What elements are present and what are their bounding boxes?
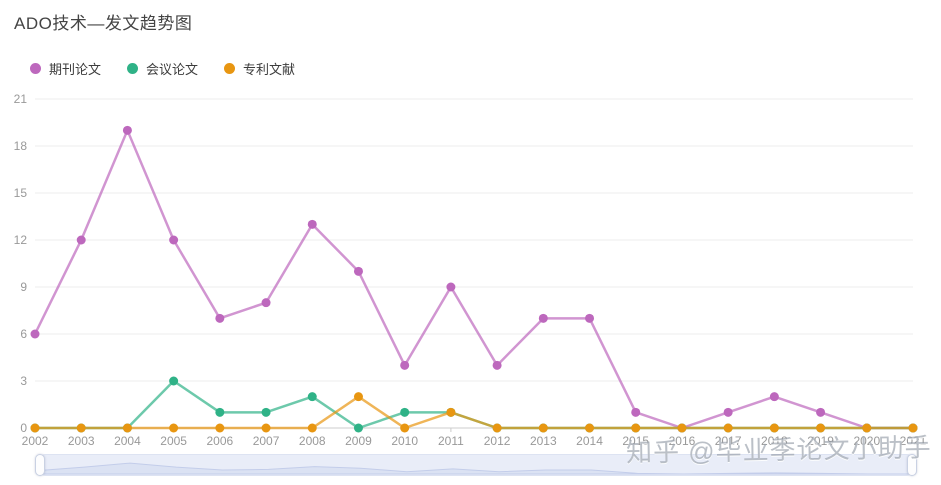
legend-item-conference[interactable]: 会议论文	[127, 59, 198, 78]
x-axis-tick-label: 2002	[22, 434, 49, 448]
y-axis-tick-label: 18	[14, 139, 28, 153]
legend-item-label: 期刊论文	[49, 62, 102, 77]
patent-series-marker-icon	[224, 63, 236, 74]
x-axis-tick-label: 2005	[160, 434, 187, 448]
data-point-2-2011[interactable]	[446, 407, 456, 417]
data-point-0-2017[interactable]	[723, 407, 733, 417]
x-axis-tick-label: 2016	[669, 434, 696, 448]
data-point-2-2010[interactable]	[400, 423, 410, 433]
datazoom-data-shadow	[37, 462, 914, 475]
data-point-2-2015[interactable]	[631, 423, 641, 433]
x-axis-tick-label: 2007	[253, 434, 280, 448]
x-axis-tick-label: 2006	[206, 434, 233, 448]
data-point-2-2013[interactable]	[538, 423, 548, 433]
data-point-2-2003[interactable]	[76, 423, 86, 433]
data-point-0-2018[interactable]	[769, 392, 779, 402]
data-point-0-2011[interactable]	[446, 282, 456, 292]
series-line-2	[35, 395, 913, 430]
data-point-0-2008[interactable]	[307, 219, 317, 229]
data-point-1-2010[interactable]	[400, 407, 410, 417]
data-point-2-2004[interactable]	[122, 423, 132, 433]
data-point-2-2017[interactable]	[723, 423, 733, 433]
x-axis-tick-label: 2021	[900, 434, 927, 448]
data-point-2-2014[interactable]	[585, 423, 595, 433]
datazoom-shadow-wave	[37, 462, 914, 475]
data-point-2-2020[interactable]	[862, 423, 872, 433]
legend-item-label: 专利文献	[243, 62, 296, 77]
data-point-2-2021[interactable]	[908, 423, 918, 433]
data-point-2-2009[interactable]	[353, 392, 363, 402]
data-point-1-2007[interactable]	[261, 407, 271, 417]
data-point-2-2012[interactable]	[492, 423, 502, 433]
data-point-1-2005[interactable]	[169, 376, 179, 386]
x-axis-tick-label: 2004	[114, 434, 141, 448]
legend-item-label: 会议论文	[146, 62, 199, 77]
data-point-1-2008[interactable]	[307, 392, 317, 402]
x-axis-tick-label: 2010	[391, 434, 418, 448]
x-axis-tick-label: 2011	[438, 434, 464, 448]
data-point-0-2007[interactable]	[261, 298, 271, 308]
legend: 期刊论文 会议论文 专利文献	[30, 59, 295, 78]
y-axis-tick-label: 3	[20, 374, 27, 388]
data-point-2-2006[interactable]	[215, 423, 225, 433]
data-point-2-2018[interactable]	[769, 423, 779, 433]
data-point-0-2013[interactable]	[538, 313, 548, 323]
data-point-2-2019[interactable]	[816, 423, 826, 433]
datazoom-right-handle[interactable]	[907, 454, 917, 476]
x-axis-tick-label: 2018	[761, 434, 788, 448]
data-point-0-2012[interactable]	[492, 360, 502, 370]
y-axis-tick-label: 12	[14, 233, 28, 247]
data-point-0-2015[interactable]	[631, 407, 641, 417]
x-axis-tick-label: 2009	[345, 434, 372, 448]
data-point-0-2010[interactable]	[400, 360, 410, 370]
data-point-0-2002[interactable]	[30, 329, 40, 339]
data-point-2-2016[interactable]	[677, 423, 687, 433]
data-point-0-2006[interactable]	[215, 313, 225, 323]
journal-series-marker-icon	[30, 63, 41, 74]
x-axis-tick-label: 2019	[807, 434, 834, 448]
data-point-0-2014[interactable]	[585, 313, 595, 323]
x-axis-tick-label: 2013	[530, 434, 557, 448]
y-axis-tick-label: 0	[20, 421, 27, 435]
x-axis-tick-label: 2003	[68, 434, 95, 448]
data-point-0-2009[interactable]	[353, 266, 363, 276]
data-point-1-2006[interactable]	[215, 407, 225, 417]
data-point-2-2007[interactable]	[261, 423, 271, 433]
conference-series-marker-icon	[127, 63, 139, 74]
data-point-2-2002[interactable]	[30, 423, 40, 433]
x-axis-tick-label: 2020	[853, 434, 880, 448]
y-axis-tick-label: 6	[20, 327, 27, 341]
datazoom-left-handle[interactable]	[35, 454, 45, 476]
datazoom-slider[interactable]	[35, 454, 917, 476]
x-axis-tick-label: 2017	[715, 434, 742, 448]
data-point-1-2009[interactable]	[353, 423, 363, 433]
y-axis-tick-label: 9	[20, 280, 27, 294]
series-line-0	[33, 129, 913, 430]
x-axis-tick-label: 2012	[484, 434, 511, 448]
data-point-0-2005[interactable]	[169, 235, 179, 245]
data-point-0-2003[interactable]	[76, 235, 86, 245]
legend-item-journal[interactable]: 期刊论文	[30, 59, 101, 78]
y-axis-tick-label: 21	[14, 92, 28, 106]
data-point-2-2005[interactable]	[169, 423, 179, 433]
y-axis-tick-label: 15	[14, 186, 28, 200]
data-point-0-2019[interactable]	[816, 407, 826, 417]
x-axis-tick-label: 2014	[576, 434, 603, 448]
data-point-0-2004[interactable]	[122, 125, 132, 135]
page-title: ADO技术—发文趋势图	[14, 14, 193, 33]
legend-item-patent[interactable]: 专利文献	[224, 59, 295, 78]
x-axis-tick-label: 2015	[622, 434, 649, 448]
x-axis-tick-label: 2008	[299, 434, 326, 448]
data-point-2-2008[interactable]	[307, 423, 317, 433]
watermark: 知乎 @毕业季论文小助手	[626, 432, 933, 468]
